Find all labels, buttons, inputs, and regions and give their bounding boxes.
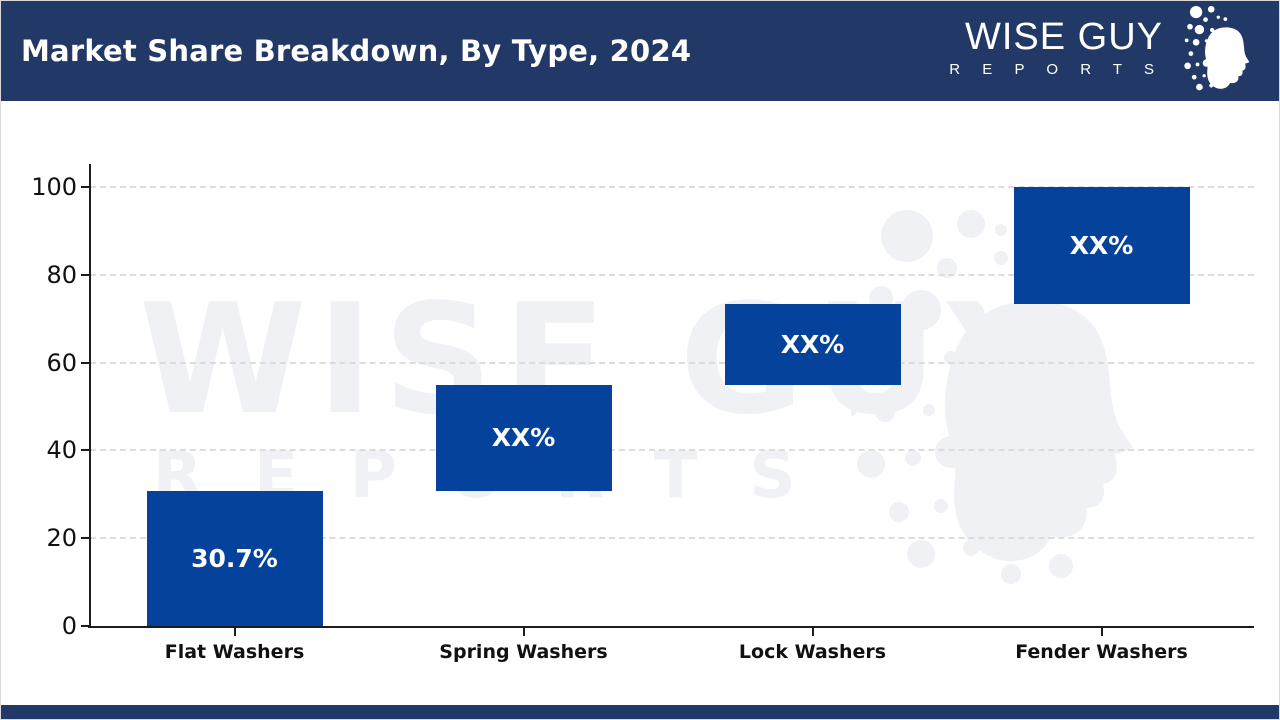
bar-spring-washers: XX% (435, 384, 612, 492)
y-tick-20 (81, 537, 89, 540)
header-bar: Market Share Breakdown, By Type, 2024 WI… (1, 1, 1279, 101)
y-tick-label-40: 40 (46, 436, 77, 465)
brand-logo-head-icon (1184, 5, 1250, 91)
gridline-60 (90, 361, 1254, 364)
gridline-80 (90, 273, 1254, 276)
gridline-100 (90, 186, 1254, 188)
gridline-40 (90, 449, 1254, 452)
x-tick-3 (1100, 628, 1103, 636)
brand-logo: WISE GUY R E P O R T S (949, 15, 1163, 79)
x-tick-2 (811, 628, 814, 636)
y-tick-label-80: 80 (46, 260, 77, 289)
y-tick-0 (81, 625, 89, 627)
y-tick-80 (81, 273, 89, 276)
x-category-label: Flat Washers (164, 641, 305, 663)
x-category-label: Spring Washers (439, 641, 608, 663)
y-tick-60 (81, 361, 89, 364)
x-tick-1 (522, 628, 525, 636)
chart-plot-area: 0 20 40 60 80 100 30.7% Flat Washers XX% Spring W… (1, 101, 1279, 707)
x-category-label: Lock Washers (738, 641, 887, 663)
footer-bar (1, 705, 1279, 719)
bar-flat-washers: 30.7% (146, 491, 323, 626)
bar-value-label: XX% (491, 423, 556, 453)
bar-lock-washers: XX% (724, 303, 901, 385)
bar-value-label: XX% (1069, 230, 1134, 260)
page-title: Market Share Breakdown, By Type, 2024 (21, 34, 692, 68)
y-tick-label-20: 20 (46, 524, 77, 553)
brand-logo-name: WISE GUY (964, 16, 1163, 58)
bar-value-label: 30.7% (191, 544, 278, 574)
gridline-20 (90, 537, 1254, 540)
x-tick-0 (233, 628, 236, 636)
y-tick-label-0: 0 (61, 612, 77, 640)
y-tick-label-60: 60 (46, 348, 77, 377)
y-axis-spine (89, 164, 91, 628)
y-tick-100 (81, 186, 89, 188)
x-category-label: Fender Washers (1015, 641, 1188, 663)
x-axis-spine (88, 626, 1254, 628)
brand-logo-subname: R E P O R T S (949, 61, 1163, 78)
y-tick-label-100: 100 (31, 173, 77, 201)
bar-value-label: XX% (780, 329, 845, 359)
y-tick-40 (81, 449, 89, 452)
bar-fender-washers: XX% (1013, 187, 1190, 304)
